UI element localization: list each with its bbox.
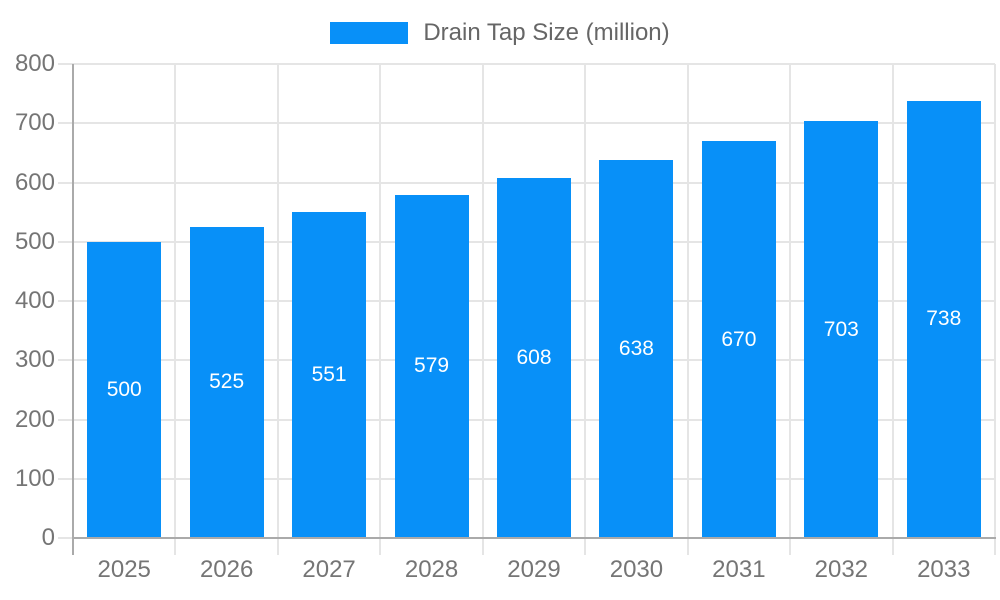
y-tick-label: 700 bbox=[14, 109, 55, 137]
x-tick-label: 2026 bbox=[199, 556, 254, 583]
y-tick-label: 300 bbox=[14, 346, 55, 374]
bar-value-label: 703 bbox=[823, 317, 859, 341]
x-tick-label: 2033 bbox=[917, 556, 971, 583]
x-gridline bbox=[994, 64, 996, 555]
x-gridline bbox=[789, 64, 792, 555]
bar-value-label: 670 bbox=[721, 327, 757, 351]
bar-value-label: 551 bbox=[311, 362, 347, 386]
legend-label: Drain Tap Size (million) bbox=[423, 19, 670, 46]
y-gridline bbox=[58, 63, 995, 65]
bar[interactable]: 670 bbox=[701, 141, 776, 538]
y-tick-label: 100 bbox=[14, 464, 55, 492]
chart-legend[interactable]: Drain Tap Size (million) bbox=[0, 20, 1000, 46]
bar[interactable]: 608 bbox=[497, 177, 571, 538]
y-tick-label: 400 bbox=[14, 287, 55, 314]
y-axis-line bbox=[72, 64, 74, 555]
y-tick-label: 800 bbox=[14, 50, 55, 77]
bar-value-label: 525 bbox=[209, 370, 245, 394]
x-tick-label: 2025 bbox=[97, 556, 151, 583]
y-tick-label: 600 bbox=[14, 168, 55, 196]
bar[interactable]: 638 bbox=[599, 159, 674, 538]
bar-value-label: 579 bbox=[414, 354, 450, 378]
bar[interactable]: 551 bbox=[292, 211, 367, 538]
x-gridline bbox=[174, 64, 177, 555]
x-tick-label: 2027 bbox=[302, 556, 356, 583]
bar[interactable]: 738 bbox=[906, 100, 981, 538]
bar[interactable]: 525 bbox=[189, 226, 264, 538]
x-tick-label: 2031 bbox=[712, 556, 766, 583]
x-gridline bbox=[379, 64, 382, 555]
x-tick-label: 2032 bbox=[814, 556, 869, 583]
x-tick-label: 2028 bbox=[404, 556, 459, 583]
bar[interactable]: 579 bbox=[394, 194, 469, 538]
x-gridline bbox=[686, 64, 689, 555]
x-gridline bbox=[891, 64, 894, 555]
y-tick-label: 200 bbox=[14, 405, 55, 433]
y-tick-label: 0 bbox=[41, 524, 55, 551]
legend-swatch bbox=[330, 22, 409, 44]
x-gridline bbox=[584, 64, 587, 555]
bar-value-label: 638 bbox=[618, 336, 654, 360]
y-tick-label: 500 bbox=[14, 227, 55, 255]
x-tick-label: 2030 bbox=[609, 556, 664, 583]
y-gridline bbox=[58, 122, 995, 125]
x-gridline bbox=[481, 64, 484, 555]
bar-value-label: 608 bbox=[516, 345, 552, 369]
bar[interactable]: 500 bbox=[87, 241, 162, 538]
bar-value-label: 738 bbox=[926, 307, 962, 331]
x-tick-label: 2029 bbox=[507, 556, 561, 583]
x-axis-line bbox=[72, 537, 996, 539]
bar[interactable]: 703 bbox=[804, 121, 879, 538]
bar-value-label: 500 bbox=[106, 377, 142, 401]
x-gridline bbox=[276, 64, 279, 555]
